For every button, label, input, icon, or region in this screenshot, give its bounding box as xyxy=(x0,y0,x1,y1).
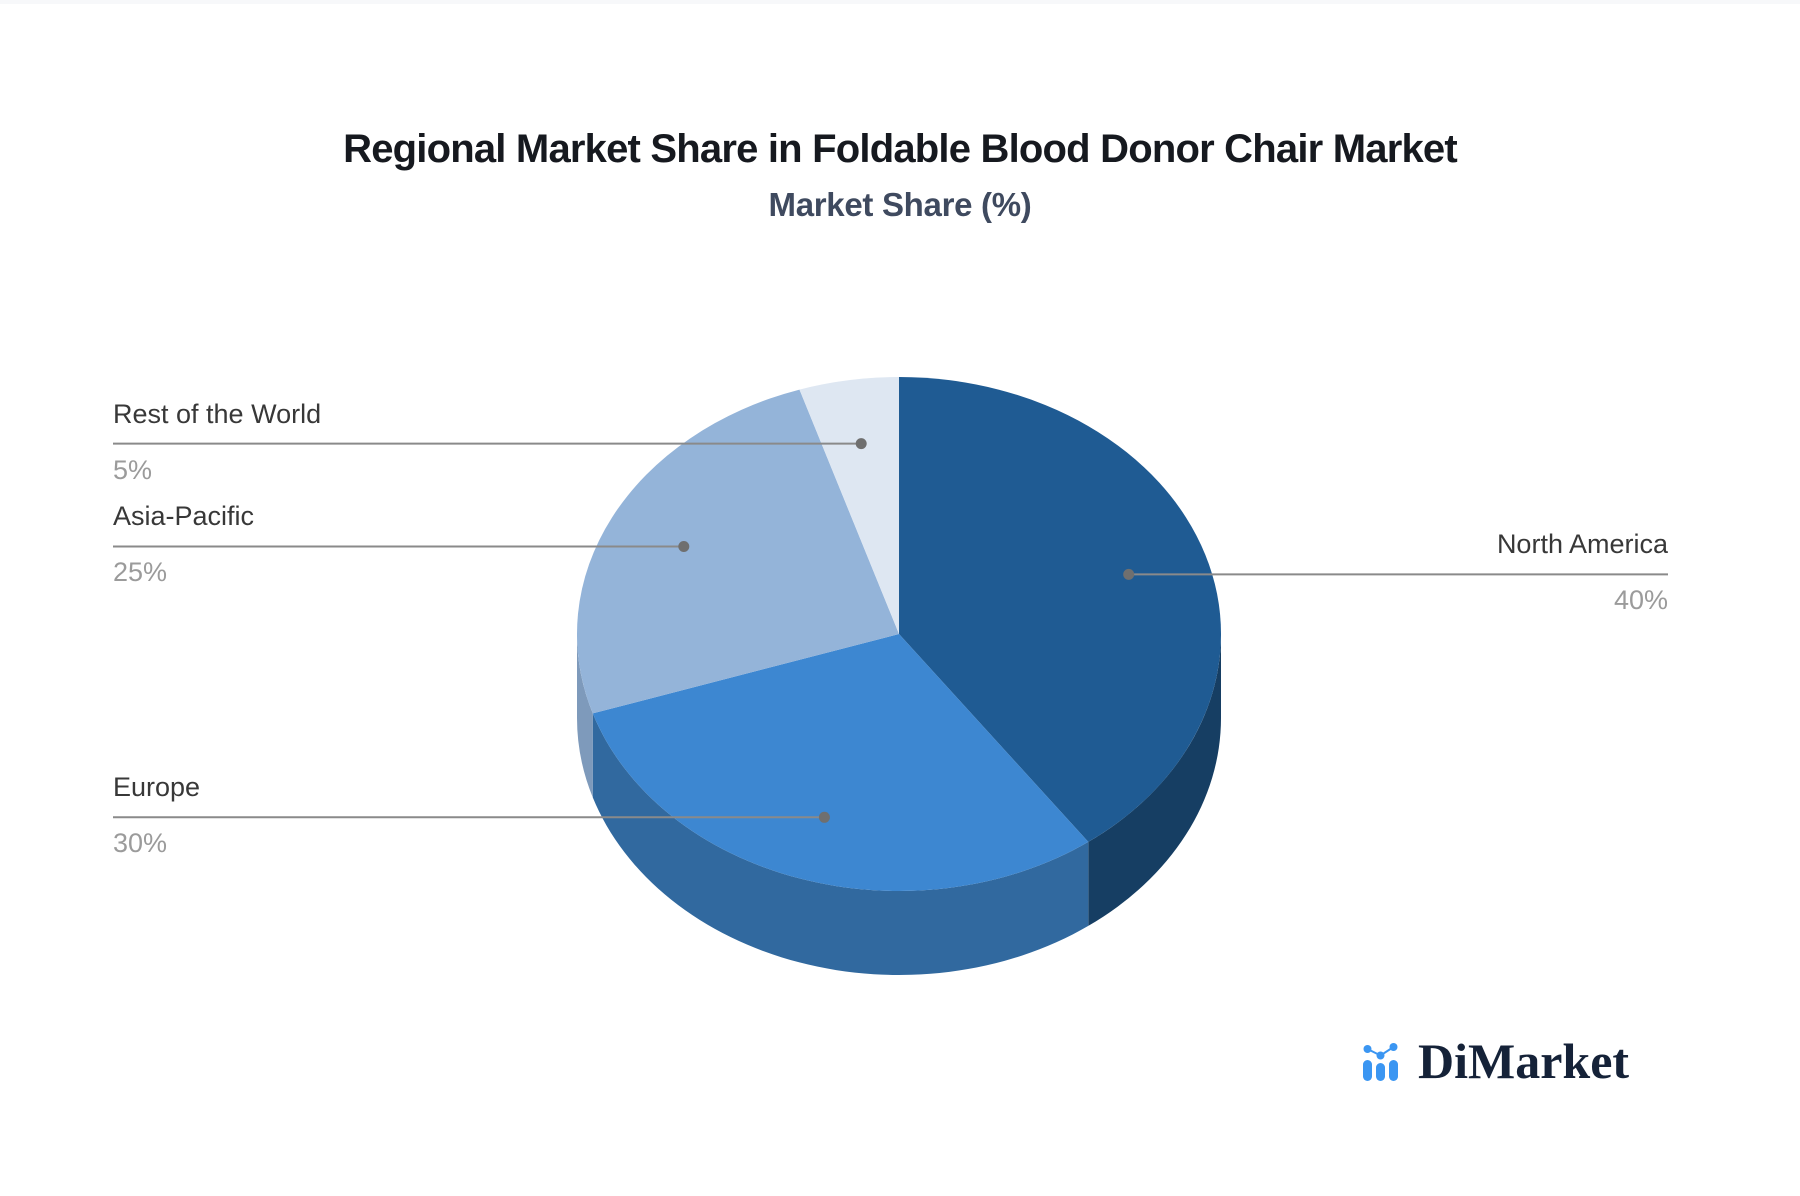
callout-label-asia-pacific: Asia-Pacific xyxy=(113,501,255,532)
callout-dot-rest-of-the-world xyxy=(855,438,867,450)
pie-slice-north-america xyxy=(899,377,1222,842)
logo-trend-dot xyxy=(1376,1051,1385,1060)
chart-title: Regional Market Share in Foldable Blood … xyxy=(343,127,1458,171)
logo-trend-dot xyxy=(1389,1043,1398,1051)
pie-side-europe xyxy=(592,713,1089,976)
callout-pct-asia-pacific: 25% xyxy=(113,557,168,588)
callout-dot-europe xyxy=(818,811,830,823)
logo-bar xyxy=(1389,1060,1398,1081)
callout-pct-north-america: 40% xyxy=(1613,585,1668,616)
logo-bar xyxy=(1376,1063,1385,1081)
pie-slice-asia-pacific xyxy=(577,389,899,714)
bar-chart-with-trend-icon xyxy=(1363,1043,1398,1081)
logo-trend-dot xyxy=(1363,1045,1372,1053)
pie-side-north-america xyxy=(1088,634,1221,926)
callout-pct-europe: 30% xyxy=(113,828,168,859)
chart-subtitle: Market Share (%) xyxy=(768,186,1032,223)
callout-dot-north-america xyxy=(1123,568,1135,580)
top-strip xyxy=(0,0,1800,4)
dimarket-logo: DiMarket xyxy=(1360,1036,1629,1086)
logo-text: DiMarket xyxy=(1418,1033,1630,1089)
pie-slice-rest-of-the-world xyxy=(799,377,899,634)
pie-slice-europe xyxy=(592,634,1089,892)
callout-dot-asia-pacific xyxy=(678,541,690,552)
callout-label-north-america: North America xyxy=(1496,529,1668,560)
callout-label-europe: Europe xyxy=(113,772,201,803)
pie-side-asia-pacific xyxy=(577,634,593,798)
logo-bar xyxy=(1363,1060,1372,1081)
callout-pct-rest-of-world: 5% xyxy=(113,454,153,485)
callout-label-rest-of-world: Rest of the World xyxy=(113,398,322,429)
